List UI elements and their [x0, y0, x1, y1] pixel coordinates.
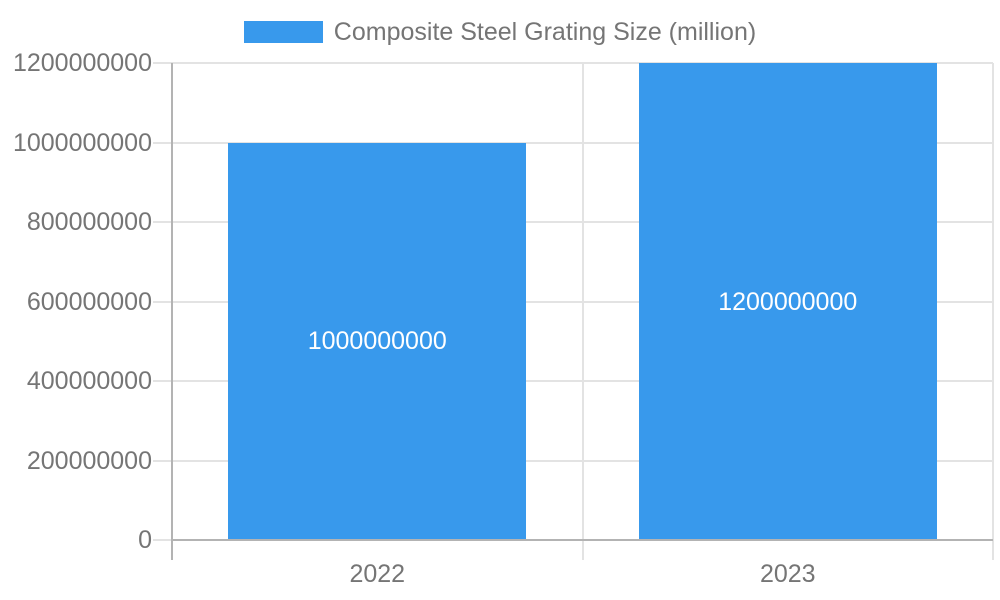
legend-swatch [243, 21, 323, 43]
x-gridline [581, 63, 584, 560]
x-gridline [992, 63, 994, 560]
y-axis-label: 200000000 [26, 446, 152, 475]
y-axis-label: 0 [138, 526, 152, 554]
y-axis-label: 800000000 [26, 208, 152, 236]
x-axis-label-2022: 2022 [349, 560, 406, 588]
chart-legend[interactable]: Composite Steel Grating Size (million) [0, 18, 1000, 46]
y-tick-mark [153, 380, 172, 382]
bar-2022[interactable] [228, 142, 527, 540]
x-axis-label-2023: 2023 [759, 560, 816, 588]
y-axis-label: 600000000 [26, 287, 152, 316]
y-tick-mark [153, 221, 172, 223]
legend-label: Composite Steel Grating Size (million) [333, 18, 757, 46]
y-axis-line [171, 63, 173, 560]
y-tick-mark [153, 459, 172, 462]
y-axis-label: 400000000 [26, 367, 152, 395]
bar-value-label-2023: 1200000000 [718, 287, 858, 316]
y-tick-mark [153, 300, 172, 303]
y-tick-mark [153, 539, 172, 541]
bar-value-label-2022: 1000000000 [307, 327, 447, 356]
y-axis-label: 1200000000 [12, 49, 152, 77]
bar-2023[interactable] [638, 63, 937, 540]
y-tick-mark [153, 141, 172, 144]
y-axis-label: 1000000000 [12, 128, 152, 157]
y-tick-mark [153, 62, 172, 64]
x-axis-line [172, 539, 993, 541]
